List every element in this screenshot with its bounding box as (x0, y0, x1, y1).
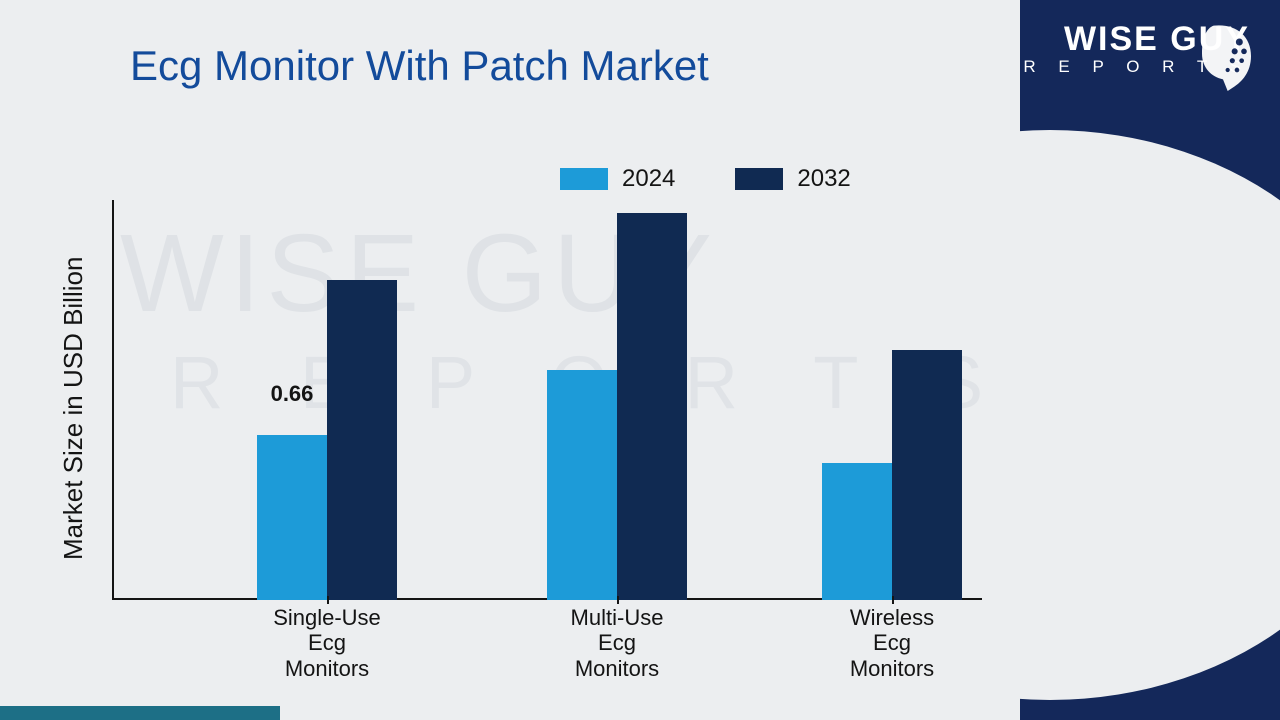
legend-item-2032: 2032 (735, 165, 850, 193)
x-tick (617, 596, 619, 604)
legend-swatch-2032 (735, 168, 783, 190)
legend-item-2024: 2024 (560, 165, 675, 193)
category-label: Single-UseEcgMonitors (242, 605, 412, 681)
plot-area: 0.66Single-UseEcgMonitorsMulti-UseEcgMon… (112, 200, 982, 600)
head-icon (1188, 20, 1258, 92)
bar-group: 0.66 (257, 200, 397, 600)
x-tick (327, 596, 329, 604)
footer-accent-bar (0, 706, 280, 720)
legend: 2024 2032 (560, 165, 851, 193)
bar (822, 463, 892, 601)
bar-group (822, 200, 962, 600)
bar (547, 370, 617, 600)
stage: WISE GUY R E P O R T S Ecg Monitor With … (0, 0, 1280, 720)
brand-logo: WISE GUY R E P O R T S (1023, 22, 1250, 75)
category-label: WirelessEcgMonitors (807, 605, 977, 681)
legend-label-2032: 2032 (797, 165, 850, 193)
y-axis (112, 200, 114, 600)
category-label: Multi-UseEcgMonitors (532, 605, 702, 681)
bar-value-label: 0.66 (271, 381, 314, 407)
bar (257, 435, 327, 600)
chart-title: Ecg Monitor With Patch Market (130, 42, 709, 90)
bar-group (547, 200, 687, 600)
bar (892, 350, 962, 600)
x-tick (892, 596, 894, 604)
legend-swatch-2024 (560, 168, 608, 190)
bar (327, 280, 397, 600)
y-axis-label: Market Size in USD Billion (58, 257, 89, 560)
bar (617, 213, 687, 601)
legend-label-2024: 2024 (622, 165, 675, 193)
